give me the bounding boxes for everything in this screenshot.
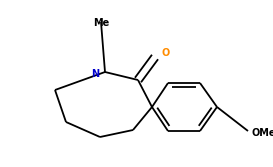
Text: OMe: OMe [252, 128, 273, 138]
Text: N: N [91, 69, 99, 79]
Text: Me: Me [93, 18, 109, 28]
Text: O: O [162, 48, 170, 58]
